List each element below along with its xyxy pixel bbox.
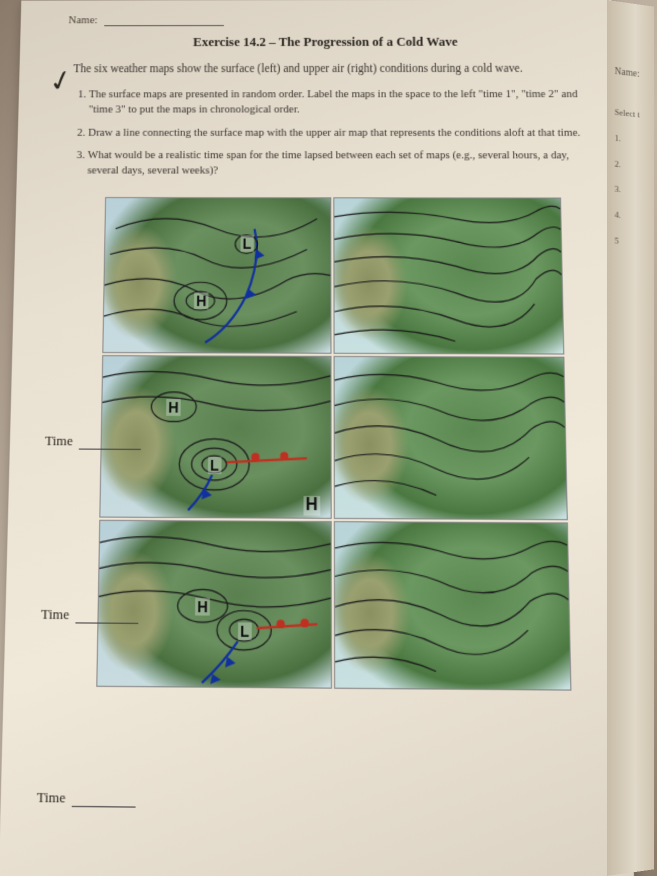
map-row: H H L [99,355,570,520]
name-field-line: Name: [68,14,583,27]
question-item: Draw a line connecting the surface map w… [88,125,586,140]
time-blank[interactable] [72,806,136,808]
exercise-title: Exercise 14.2 – The Progression of a Col… [68,34,584,51]
low-symbol: L [240,236,253,253]
map-row: H L [96,520,573,691]
time-label-3: Time [37,789,136,808]
isolines [335,522,570,690]
worksheet-page: Name: Exercise 14.2 – The Progression of… [0,0,636,876]
question-list: The surface maps are presented in random… [65,87,587,179]
time-blank[interactable] [79,449,141,450]
time-text: Time [37,789,66,806]
upper-air-map-3 [334,521,572,691]
side-item: 1. [615,129,651,152]
time-text: Time [45,432,73,448]
time-label-1: Time [45,432,142,450]
side-item: 2. [615,154,651,177]
side-item: 3. [615,180,651,203]
side-select: Select t [615,103,651,126]
side-item: 5 [615,231,651,253]
low-symbol: L [208,457,221,474]
time-text: Time [41,606,70,623]
name-blank[interactable] [104,25,224,26]
time-blank[interactable] [76,622,139,624]
high-symbol: H [166,399,181,416]
high-symbol: H [195,598,210,616]
surface-map-1: H L [102,197,331,354]
question-item: The surface maps are presented in random… [88,87,585,117]
handwritten-checkmark-icon: ✓ [46,62,77,100]
isolines [334,198,563,354]
facing-page: Name: Select t 1. 2. 3. 4. 5 [607,0,654,876]
isolines [97,521,331,688]
map-row: H L [102,197,566,355]
high-symbol: H [304,496,320,516]
side-item: 4. [615,206,651,228]
maps-grid: H L [96,197,573,691]
side-name-label: Name: [615,61,651,87]
intro-text: The six weather maps show the surface (l… [73,62,585,77]
question-item: What would be a realistic time span for … [87,148,587,179]
isolines [103,198,330,353]
low-symbol: L [238,623,251,641]
upper-air-map-2 [334,356,568,520]
isolines [335,357,567,520]
time-label-2: Time [41,606,139,624]
high-symbol: H [194,293,209,310]
name-label: Name: [68,14,97,26]
surface-map-3: H L [96,520,332,689]
upper-air-map-1 [333,197,564,354]
